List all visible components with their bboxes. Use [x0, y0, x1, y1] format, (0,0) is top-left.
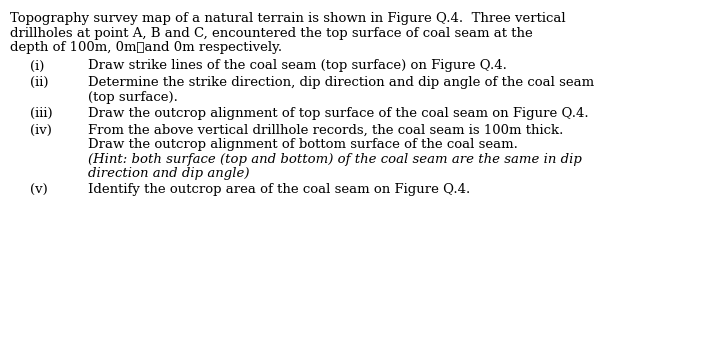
Text: Determine the strike direction, dip direction and dip angle of the coal seam: Determine the strike direction, dip dire… — [88, 76, 594, 89]
Text: (i): (i) — [30, 60, 44, 73]
Text: depth of 100m, 0m⏐and 0m respectively.: depth of 100m, 0m⏐and 0m respectively. — [10, 41, 282, 54]
Text: (ii): (ii) — [30, 76, 49, 89]
Text: (iv): (iv) — [30, 123, 52, 136]
Text: Draw the outcrop alignment of bottom surface of the coal seam.: Draw the outcrop alignment of bottom sur… — [88, 138, 518, 151]
Text: direction and dip angle): direction and dip angle) — [88, 167, 250, 180]
Text: Identify the outcrop area of the coal seam on Figure Q.4.: Identify the outcrop area of the coal se… — [88, 183, 470, 196]
Text: (Hint: both surface (top and bottom) of the coal seam are the same in dip: (Hint: both surface (top and bottom) of … — [88, 153, 582, 165]
Text: Draw the outcrop alignment of top surface of the coal seam on Figure Q.4.: Draw the outcrop alignment of top surfac… — [88, 107, 588, 120]
Text: Topography survey map of a natural terrain is shown in Figure Q.4.  Three vertic: Topography survey map of a natural terra… — [10, 12, 566, 25]
Text: drillholes at point A, B and C, encountered the top surface of coal seam at the: drillholes at point A, B and C, encounte… — [10, 27, 533, 39]
Text: (iii): (iii) — [30, 107, 53, 120]
Text: (top surface).: (top surface). — [88, 90, 178, 103]
Text: From the above vertical drillhole records, the coal seam is 100m thick.: From the above vertical drillhole record… — [88, 123, 563, 136]
Text: (v): (v) — [30, 183, 48, 196]
Text: Draw strike lines of the coal seam (top surface) on Figure Q.4.: Draw strike lines of the coal seam (top … — [88, 60, 507, 73]
